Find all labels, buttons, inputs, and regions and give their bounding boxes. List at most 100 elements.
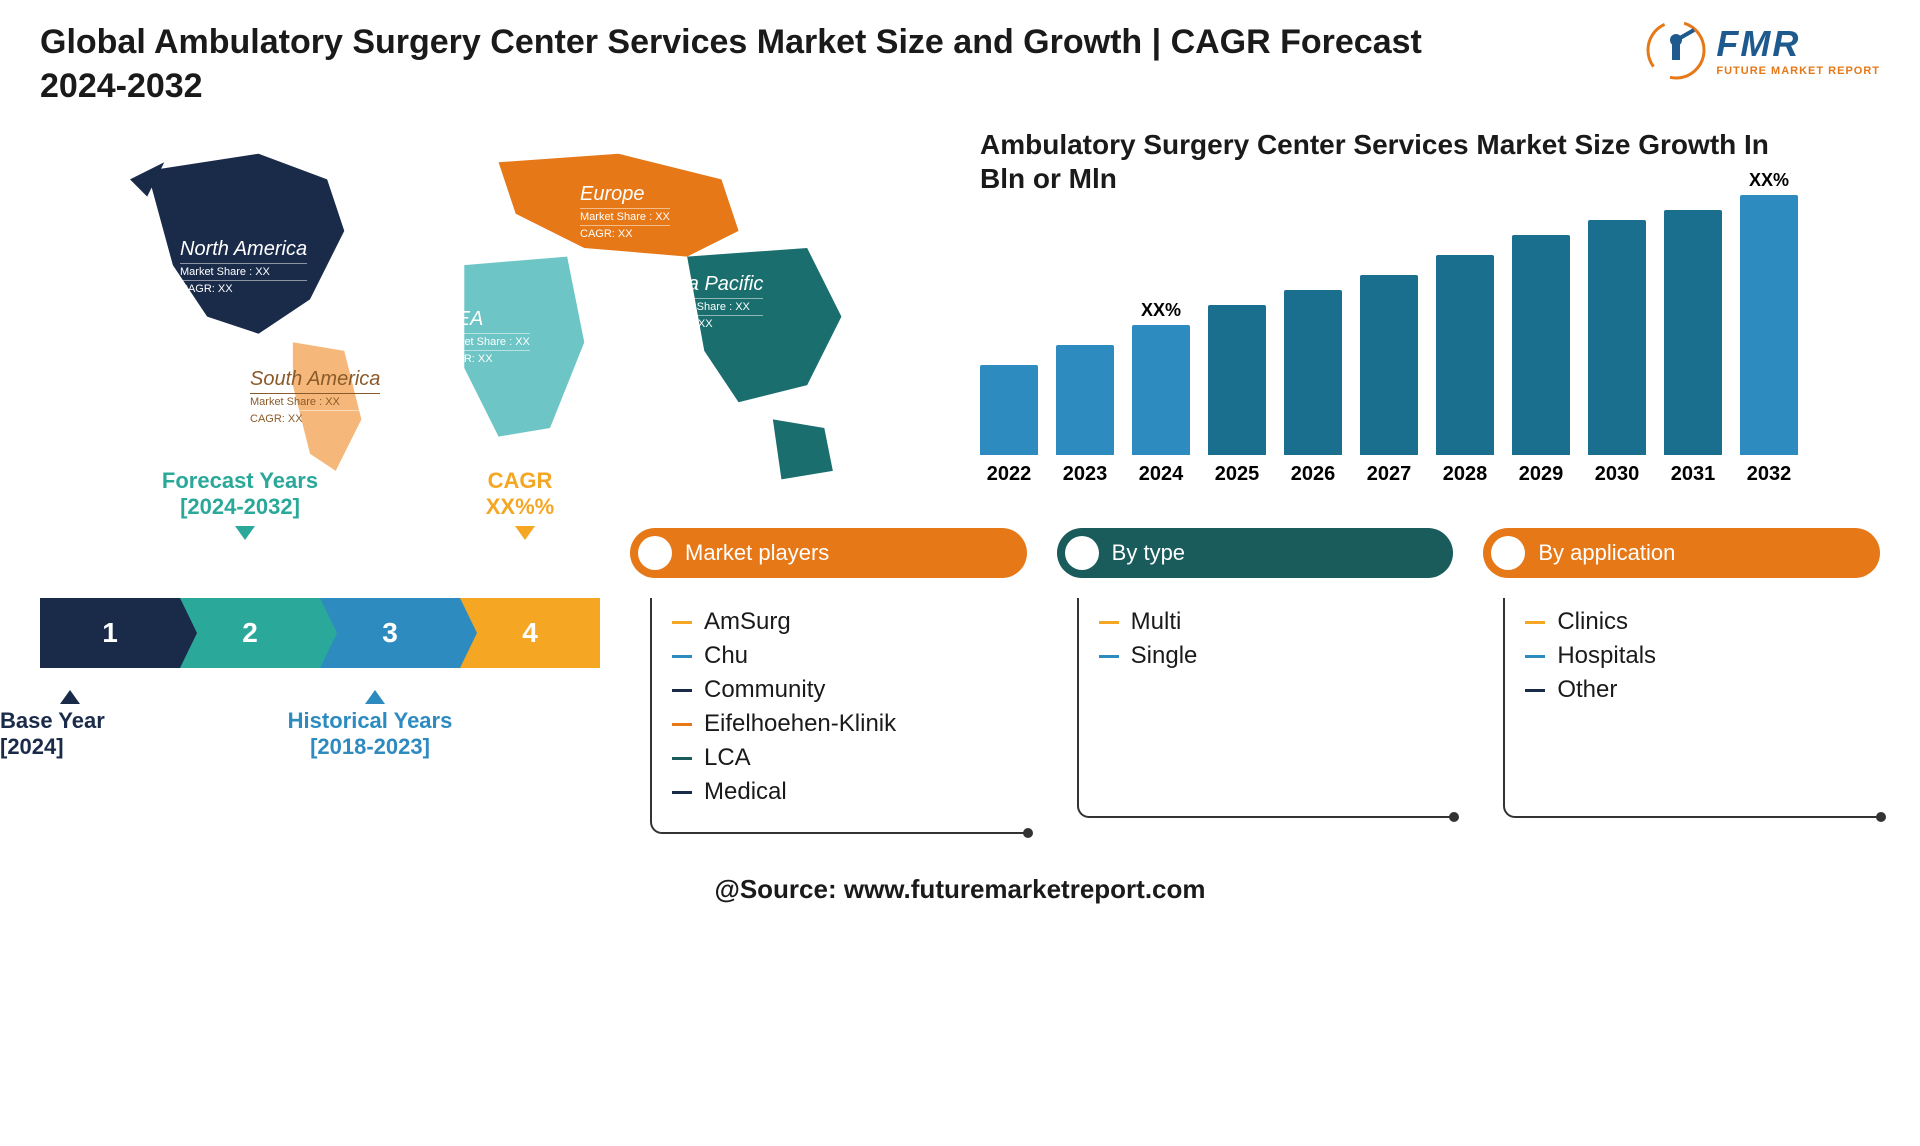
bar-chart: 20222023XX%20242025202620272028202920302… bbox=[980, 206, 1880, 486]
pill-item-text: Clinics bbox=[1557, 608, 1628, 636]
tick-icon bbox=[1099, 655, 1119, 658]
bar bbox=[1360, 275, 1418, 455]
page-title: Global Ambulatory Surgery Center Service… bbox=[40, 20, 1440, 108]
bar-2026: 2026 bbox=[1284, 290, 1342, 486]
chart-title: Ambulatory Surgery Center Services Marke… bbox=[980, 128, 1880, 195]
tick-icon bbox=[672, 791, 692, 794]
fmr-logo: FMR FUTURE MARKET REPORT bbox=[1646, 20, 1880, 80]
base-label: Base Year [2024] bbox=[0, 708, 200, 760]
region-ap-cagr: CAGR: XX bbox=[660, 315, 763, 330]
cagr-label: CAGR XX%% bbox=[420, 468, 620, 520]
bar-year-label: 2025 bbox=[1215, 463, 1260, 486]
region-eu-cagr: CAGR: XX bbox=[580, 225, 670, 240]
bar bbox=[1208, 305, 1266, 455]
pill-item: Single bbox=[1099, 642, 1454, 670]
bar-year-label: 2028 bbox=[1443, 463, 1488, 486]
pill-item: AmSurg bbox=[672, 608, 1027, 636]
region-ap-name: Asia Pacific bbox=[660, 273, 763, 296]
bar bbox=[1664, 210, 1722, 455]
pill-body: Multi Single bbox=[1077, 598, 1454, 818]
region-sa-name: South America bbox=[250, 368, 380, 391]
tick-icon bbox=[672, 621, 692, 624]
region-ap-share: Market Share : XX bbox=[660, 298, 763, 313]
historical-label: Historical Years [2018-2023] bbox=[270, 708, 470, 760]
region-na-cagr: CAGR: XX bbox=[180, 280, 307, 295]
pill-header: By type bbox=[1057, 528, 1454, 578]
tick-icon bbox=[1525, 689, 1545, 692]
bar bbox=[1512, 235, 1570, 455]
timeline-step-3: 3 bbox=[320, 598, 460, 668]
tick-icon bbox=[672, 689, 692, 692]
pill-item-text: Multi bbox=[1131, 608, 1182, 636]
tick-icon bbox=[672, 757, 692, 760]
region-mea-cagr: CAGR: XX bbox=[440, 350, 530, 365]
pill-item-text: Chu bbox=[704, 642, 748, 670]
tick-icon bbox=[1525, 655, 1545, 658]
bar-2024: XX%2024 bbox=[1132, 325, 1190, 486]
bar-2029: 2029 bbox=[1512, 235, 1570, 486]
pill-item: Chu bbox=[672, 642, 1027, 670]
region-eu-name: Europe bbox=[580, 183, 670, 206]
pill-item-text: Other bbox=[1557, 676, 1617, 704]
region-na-name: North America bbox=[180, 238, 307, 261]
pill-item-text: Hospitals bbox=[1557, 642, 1656, 670]
bar-year-label: 2022 bbox=[987, 463, 1032, 486]
world-map: North America Market Share : XX CAGR: XX… bbox=[40, 128, 940, 488]
bar-annotation: XX% bbox=[1749, 170, 1789, 191]
region-sa-share: Market Share : XX bbox=[250, 393, 380, 408]
pill-item-text: AmSurg bbox=[704, 608, 791, 636]
bar-2030: 2030 bbox=[1588, 220, 1646, 486]
bar bbox=[1740, 195, 1798, 455]
pill-item: Clinics bbox=[1525, 608, 1880, 636]
timeline-step-4: 4 bbox=[460, 598, 600, 668]
timeline-step-1: 1 bbox=[40, 598, 180, 668]
bar-year-label: 2024 bbox=[1139, 463, 1184, 486]
pill-item-text: LCA bbox=[704, 744, 751, 772]
bar bbox=[1436, 255, 1494, 455]
bar bbox=[1132, 325, 1190, 455]
tick-icon bbox=[672, 723, 692, 726]
pill-item: Hospitals bbox=[1525, 642, 1880, 670]
bar-annotation: XX% bbox=[1141, 300, 1181, 321]
pill-item: Community bbox=[672, 676, 1027, 704]
bar-2027: 2027 bbox=[1360, 275, 1418, 486]
bar bbox=[1284, 290, 1342, 455]
region-sa-cagr: CAGR: XX bbox=[250, 410, 380, 425]
pill-item: Other bbox=[1525, 676, 1880, 704]
logo-text-sub: FUTURE MARKET REPORT bbox=[1716, 65, 1880, 77]
tick-icon bbox=[1099, 621, 1119, 624]
region-na-share: Market Share : XX bbox=[180, 263, 307, 278]
timeline-step-2: 2 bbox=[180, 598, 320, 668]
bar-2028: 2028 bbox=[1436, 255, 1494, 486]
region-mea-name: MEA bbox=[440, 308, 530, 331]
bar-year-label: 2030 bbox=[1595, 463, 1640, 486]
region-eu-share: Market Share : XX bbox=[580, 208, 670, 223]
bar-2025: 2025 bbox=[1208, 305, 1266, 486]
bar-2023: 2023 bbox=[1056, 345, 1114, 486]
pill-body: AmSurg Chu Community Eifelhoehen-Klinik LCA M… bbox=[650, 598, 1027, 834]
pill-column: By application Clinics Hospitals Other bbox=[1483, 528, 1880, 834]
bar bbox=[1588, 220, 1646, 455]
logo-text-fmr: FMR bbox=[1716, 23, 1880, 65]
telescope-icon bbox=[1646, 20, 1706, 80]
bar-year-label: 2027 bbox=[1367, 463, 1412, 486]
pill-item: Multi bbox=[1099, 608, 1454, 636]
pill-header: Market players bbox=[630, 528, 1027, 578]
forecast-label: Forecast Years [2024-2032] bbox=[140, 468, 340, 520]
bar-2031: 2031 bbox=[1664, 210, 1722, 486]
pill-header: By application bbox=[1483, 528, 1880, 578]
pill-item: Eifelhoehen-Klinik bbox=[672, 710, 1027, 738]
pill-column: By type Multi Single bbox=[1057, 528, 1454, 834]
pill-column: Market players AmSurg Chu Community Eifelhoe… bbox=[630, 528, 1027, 834]
bar bbox=[1056, 345, 1114, 455]
pill-item-text: Medical bbox=[704, 778, 787, 806]
bar-year-label: 2026 bbox=[1291, 463, 1336, 486]
bar-year-label: 2031 bbox=[1671, 463, 1716, 486]
pill-body: Clinics Hospitals Other bbox=[1503, 598, 1880, 818]
region-mea-share: Market Share : XX bbox=[440, 333, 530, 348]
bar-year-label: 2032 bbox=[1747, 463, 1792, 486]
pill-item-text: Single bbox=[1131, 642, 1198, 670]
bar-year-label: 2029 bbox=[1519, 463, 1564, 486]
bar-year-label: 2023 bbox=[1063, 463, 1108, 486]
pill-item-text: Community bbox=[704, 676, 825, 704]
